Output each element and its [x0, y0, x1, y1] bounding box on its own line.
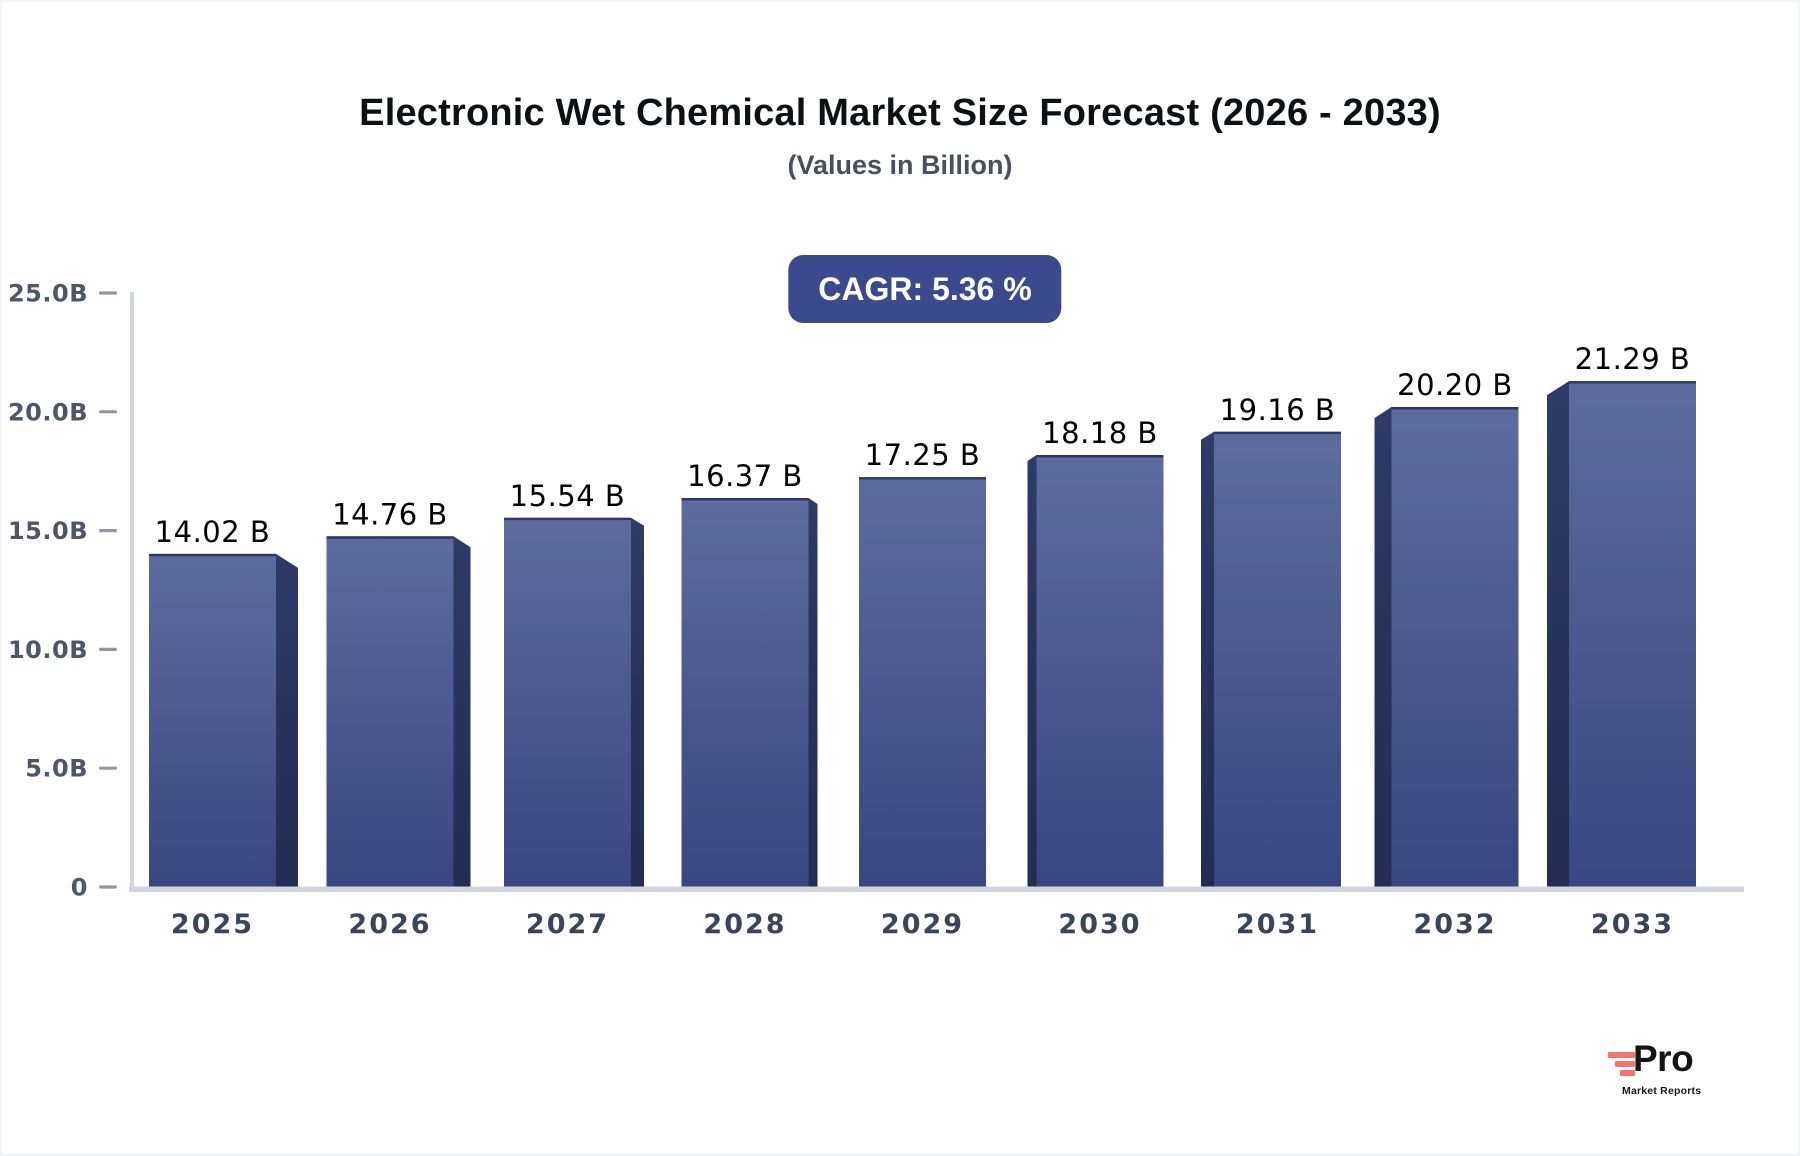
logo-stripe-icon [1608, 1052, 1635, 1058]
bar-2029 [859, 477, 986, 887]
y-tick-label: 10.0B [8, 636, 88, 664]
bar-side-2025 [276, 553, 298, 887]
chart-subtitle: (Values in Billion) [787, 150, 1013, 180]
y-tick [99, 766, 117, 770]
y-tick-label: 0 [71, 874, 88, 902]
bar-side-2032 [1374, 407, 1392, 887]
logo: Pro Market Reports [1602, 1038, 1722, 1104]
x-axis-label-2027: 2027 [526, 909, 609, 940]
bar-side-2026 [453, 536, 471, 887]
y-tick [99, 885, 117, 889]
y-tick-label: 25.0B [8, 280, 88, 308]
bar-side-2031 [1201, 431, 1214, 887]
x-axis-label-2026: 2026 [348, 909, 431, 940]
y-axis-line [130, 292, 134, 892]
bar-2031 [1214, 431, 1341, 887]
y-tick [99, 529, 117, 533]
bar-2028 [681, 498, 809, 887]
x-axis-label-2029: 2029 [881, 909, 964, 940]
bar-value-label-2031: 19.16 B [1220, 393, 1336, 427]
bar-side-2033 [1547, 381, 1569, 887]
bar-value-label-2026: 14.76 B [332, 497, 448, 531]
x-axis-label-2033: 2033 [1591, 909, 1674, 940]
chart-title: Electronic Wet Chemical Market Size Fore… [359, 92, 1441, 134]
logo-name: Pro [1633, 1038, 1694, 1079]
bar-value-label-2029: 17.25 B [865, 438, 981, 472]
y-tick-label: 20.0B [8, 398, 88, 426]
bar-2032 [1391, 407, 1519, 887]
bar-side-2030 [1027, 455, 1037, 887]
bar-side-2028 [808, 498, 818, 887]
bar-2025 [149, 553, 276, 887]
y-tick [99, 410, 117, 414]
bar-value-label-2027: 15.54 B [510, 479, 626, 513]
bar-value-label-2033: 21.29 B [1575, 342, 1691, 376]
bar-value-label-2032: 20.20 B [1397, 368, 1513, 402]
x-axis-label-2025: 2025 [171, 909, 254, 940]
x-axis-label-2030: 2030 [1058, 909, 1141, 940]
bar-side-2027 [631, 517, 644, 887]
x-axis-label-2032: 2032 [1413, 909, 1496, 940]
bar-value-label-2030: 18.18 B [1042, 416, 1158, 450]
y-tick-label: 5.0B [25, 755, 88, 783]
bar-2030 [1036, 455, 1164, 887]
logo-tagline: Market Reports [1622, 1085, 1702, 1097]
x-baseline [129, 886, 1744, 892]
y-tick [99, 647, 117, 651]
x-axis-label-2031: 2031 [1236, 909, 1319, 940]
bar-value-label-2028: 16.37 B [687, 459, 803, 493]
cagr-badge: CAGR: 5.36 % [788, 255, 1062, 323]
bar-2033 [1569, 381, 1696, 887]
x-axis-label-2028: 2028 [703, 909, 786, 940]
bar-2026 [326, 536, 454, 887]
logo-stripe-icon [1620, 1070, 1635, 1076]
y-tick [99, 291, 117, 295]
logo-stripe-icon [1615, 1061, 1635, 1067]
bar-value-label-2025: 14.02 B [155, 515, 271, 549]
bar-2027 [504, 517, 631, 887]
y-tick-label: 15.0B [8, 517, 88, 545]
